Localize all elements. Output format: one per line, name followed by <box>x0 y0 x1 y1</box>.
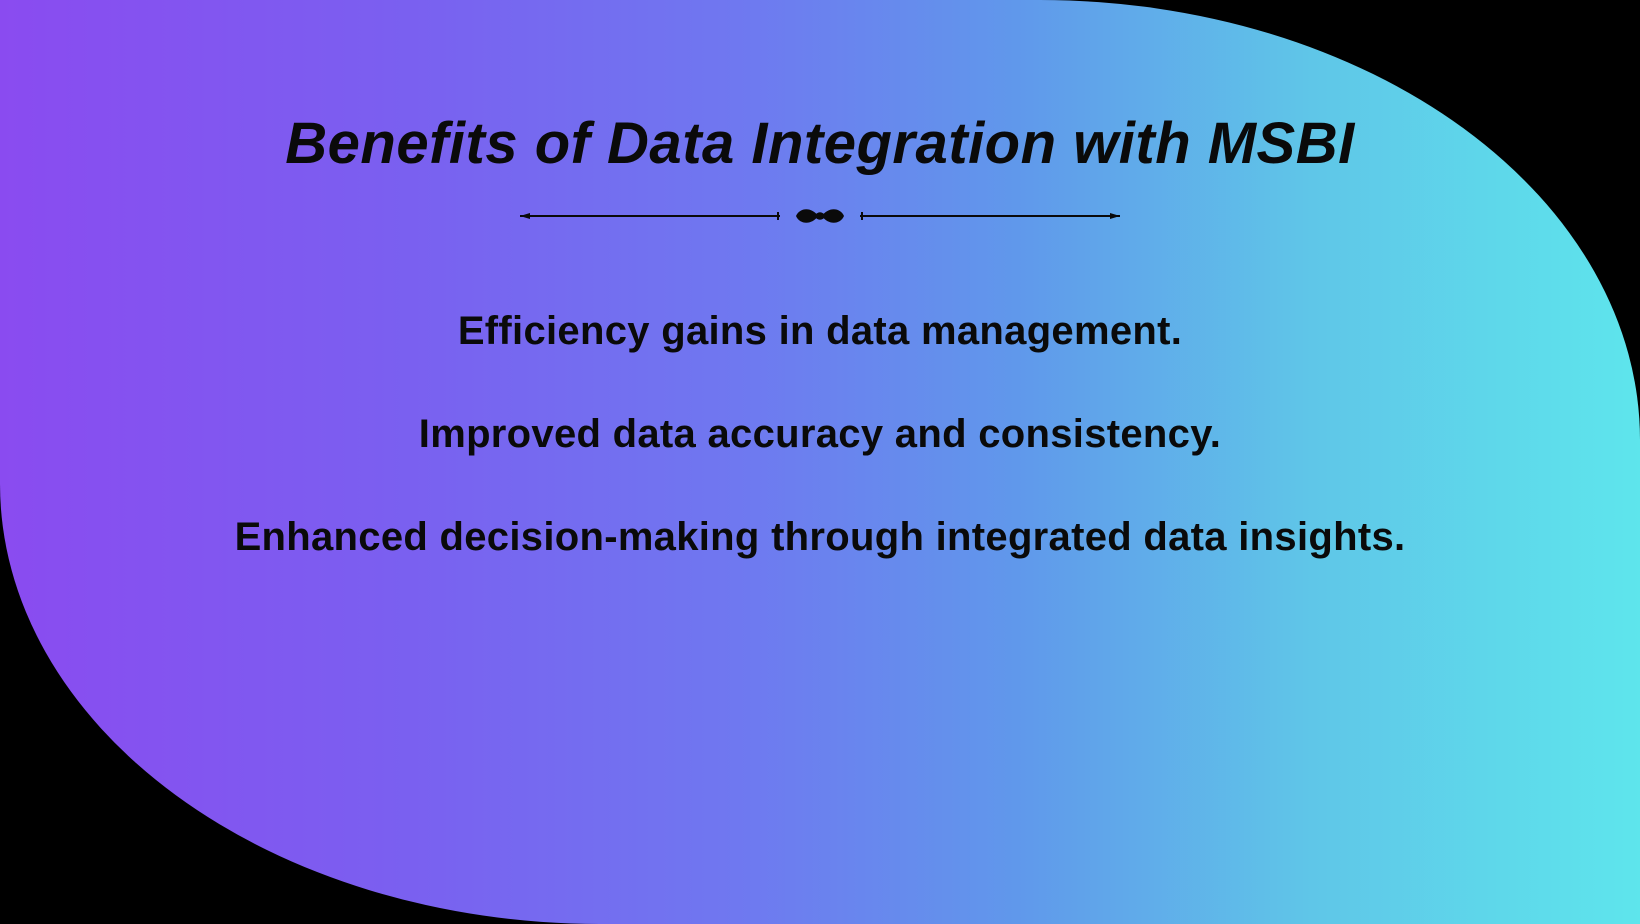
title-divider <box>0 201 1640 231</box>
bullet-item: Efficiency gains in data management. <box>0 309 1640 354</box>
bullet-item: Improved data accuracy and consistency. <box>0 412 1640 457</box>
slide-content: Benefits of Data Integration with MSBI E… <box>0 0 1640 924</box>
bullet-item: Enhanced decision-making through integra… <box>0 515 1640 560</box>
slide-title: Benefits of Data Integration with MSBI <box>0 110 1640 177</box>
divider-ornament-icon <box>500 201 1140 231</box>
bullet-list: Efficiency gains in data management. Imp… <box>0 309 1640 560</box>
